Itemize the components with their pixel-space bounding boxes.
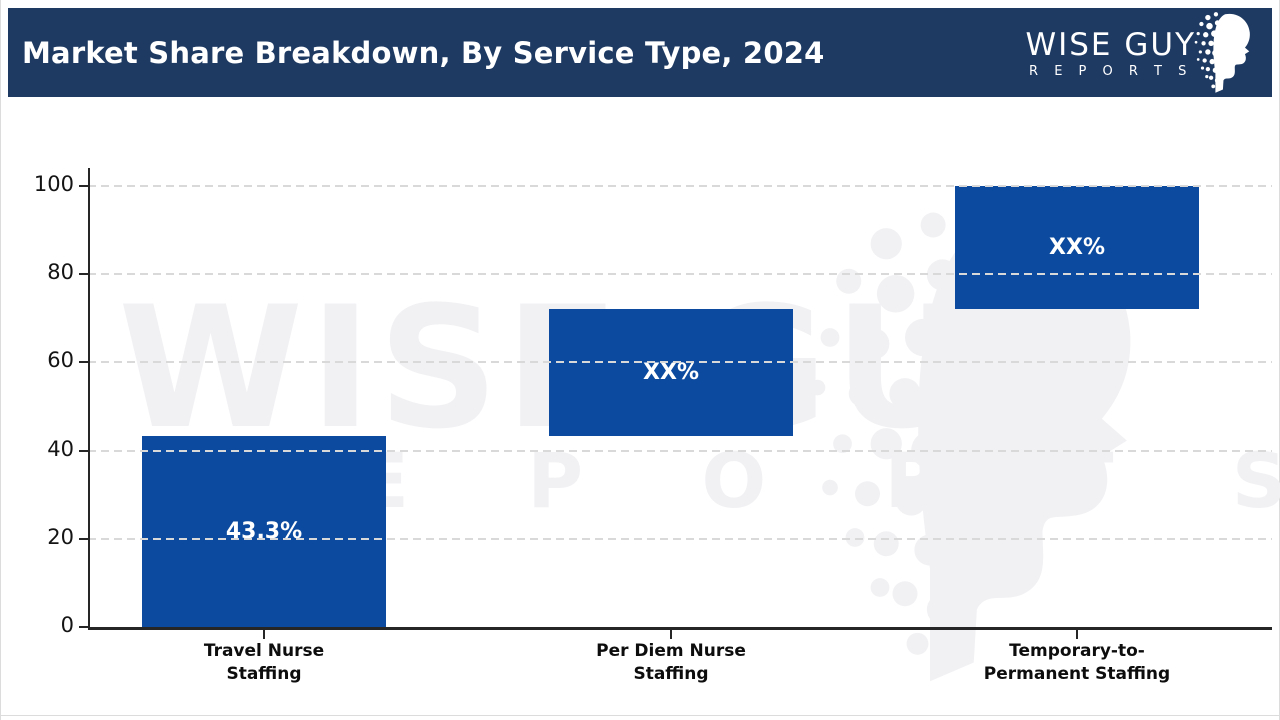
bar-value-label: XX%	[1049, 235, 1105, 261]
x-category-label-line: Travel Nurse	[203, 641, 325, 661]
x-category-label: Travel Nurse Staffing	[104, 640, 424, 686]
gridline	[88, 185, 1272, 187]
gridline	[88, 361, 1272, 364]
gridline	[88, 537, 1272, 540]
y-axis-line	[88, 168, 90, 629]
brand-face-icon	[1194, 11, 1250, 93]
page-border-bottom	[0, 715, 1280, 716]
brand-logo: WISE GUY R E P O R T S	[1025, 10, 1266, 96]
x-category-label-line: Staffing	[226, 663, 302, 684]
header-bar: Market Share Breakdown, By Service Type,…	[8, 8, 1272, 97]
y-tick-mark	[79, 449, 88, 452]
x-tick-mark	[263, 630, 265, 639]
x-tick-mark	[1076, 630, 1078, 639]
x-category-label: Temporary-to- Permanent Staffing	[917, 640, 1237, 686]
bar-segment: XX%	[955, 186, 1199, 310]
brand-logo-sub: R E P O R T S	[1029, 63, 1193, 79]
bar-value-label: XX%	[643, 360, 699, 386]
bar-segment: 43.3%	[142, 436, 386, 627]
page-border-left	[0, 0, 1, 720]
y-tick-label: 0	[60, 613, 74, 637]
x-category-label-line: Per Diem Nurse	[596, 641, 746, 661]
x-category-label: Per Diem Nurse Staffing	[511, 640, 831, 686]
x-category-label-line: Staffing	[633, 663, 709, 684]
gridline	[88, 449, 1272, 452]
x-category-label-line: Temporary-to-	[1009, 641, 1145, 661]
y-tick-label: 60	[47, 348, 74, 373]
x-tick-mark	[670, 630, 672, 639]
y-tick-label: 20	[47, 524, 74, 549]
x-axis-line	[88, 627, 1272, 630]
y-tick-label: 80	[47, 260, 74, 285]
brand-logo-text: WISE GUY R E P O R T S	[1025, 27, 1196, 79]
brand-logo-name: WISE GUY	[1025, 26, 1196, 63]
y-tick-mark	[79, 626, 88, 628]
x-category-label-line: Permanent Staffing	[983, 663, 1171, 684]
y-tick-mark	[79, 361, 88, 364]
y-tick-mark	[79, 185, 88, 187]
y-tick-mark	[79, 273, 88, 276]
bar-segment: XX%	[549, 309, 793, 437]
y-tick-label: 100	[33, 172, 74, 196]
gridline	[88, 273, 1272, 276]
bar-value-label: 43.3%	[225, 519, 303, 545]
y-tick-mark	[79, 537, 88, 540]
y-tick-label: 40	[47, 436, 74, 461]
page-title: Market Share Breakdown, By Service Type,…	[22, 35, 825, 70]
